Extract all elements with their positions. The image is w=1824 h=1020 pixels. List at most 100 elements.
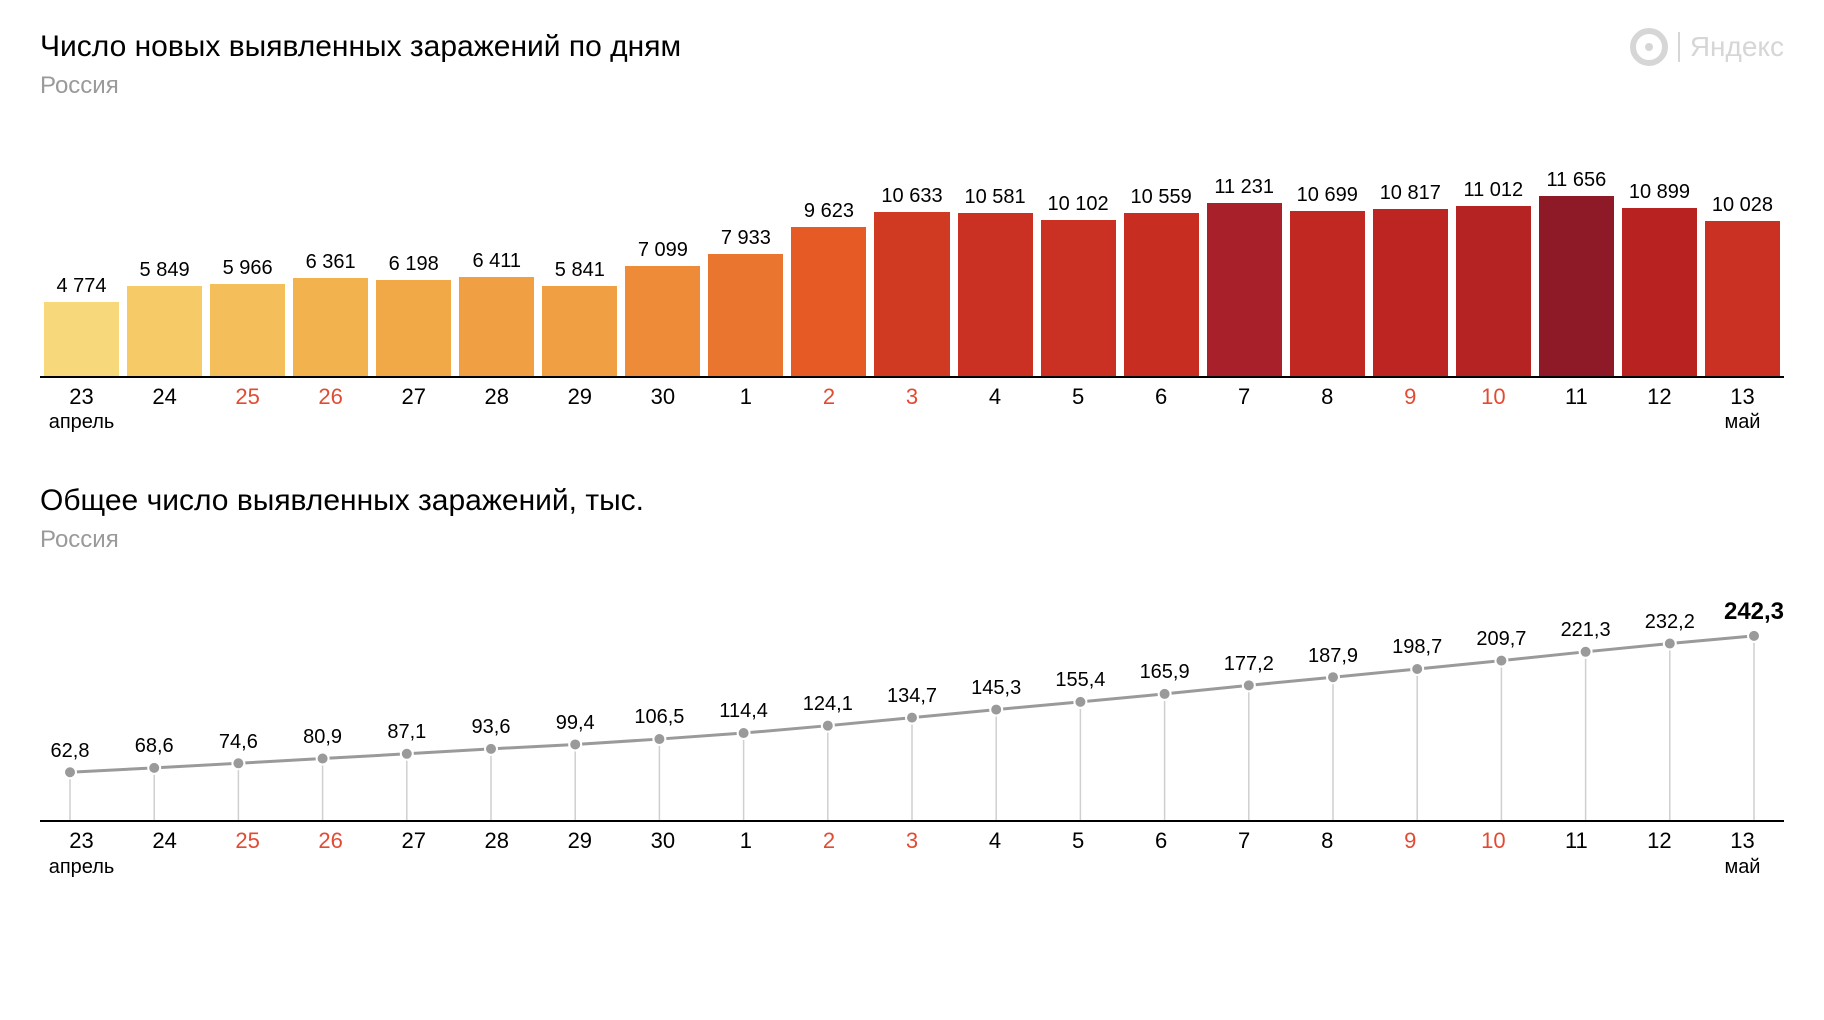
bar-column: 10 102 — [1041, 118, 1116, 376]
bar-chart-title: Число новых выявленных заражений по дням — [40, 30, 1784, 64]
bar-value-label: 11 656 — [1547, 169, 1607, 192]
x-tick: 1 — [708, 828, 783, 878]
line-value-label: 177,2 — [1224, 653, 1274, 676]
x-tick: 26 — [293, 828, 368, 878]
x-tick: 24 — [127, 828, 202, 878]
x-tick: 10 — [1456, 828, 1531, 878]
x-tick: 12 — [1622, 384, 1697, 434]
x-tick: 24 — [127, 384, 202, 434]
bar-rect — [1456, 206, 1531, 376]
bar-value-label: 5 966 — [223, 257, 273, 280]
line-value-label: 80,9 — [303, 726, 342, 749]
x-tick: 9 — [1373, 828, 1448, 878]
bar-value-label: 4 774 — [56, 275, 106, 298]
x-tick: 12 — [1622, 828, 1697, 878]
bar-value-label: 6 411 — [472, 250, 521, 273]
bar-column: 10 633 — [874, 118, 949, 376]
line-chart-area: 62,868,674,680,987,193,699,4106,5114,412… — [40, 572, 1784, 822]
line-chart-section: Общее число выявленных заражений, тыс. Р… — [40, 484, 1784, 878]
x-tick: 13май — [1705, 828, 1780, 878]
bar-rect — [1622, 208, 1697, 376]
line-value-label: 155,4 — [1055, 669, 1105, 692]
x-tick: 1 — [708, 384, 783, 434]
line-chart-subtitle: Россия — [40, 526, 1784, 554]
bar-column: 6 361 — [293, 118, 368, 376]
bar-chart-x-axis: 23апрель2425262728293012345678910111213м… — [40, 384, 1784, 434]
bar-value-label: 10 817 — [1380, 182, 1441, 205]
bar-column: 10 581 — [958, 118, 1033, 376]
x-tick: 27 — [376, 384, 451, 434]
x-tick: 6 — [1124, 828, 1199, 878]
bar-value-label: 5 841 — [555, 259, 605, 282]
bar-rect — [1373, 209, 1448, 376]
x-tick: 6 — [1124, 384, 1199, 434]
bar-column: 10 899 — [1622, 118, 1697, 376]
line-value-label: 242,3 — [1724, 598, 1784, 626]
bar-rect — [1290, 211, 1365, 376]
bar-column: 10 699 — [1290, 118, 1365, 376]
bar-value-label: 7 933 — [721, 227, 771, 250]
bar-value-label: 11 012 — [1463, 179, 1523, 202]
line-value-label: 124,1 — [803, 693, 853, 716]
bar-chart-section: Число новых выявленных заражений по дням… — [40, 30, 1784, 434]
line-value-label: 165,9 — [1140, 661, 1190, 684]
line-value-label: 99,4 — [556, 712, 595, 735]
line-value-label: 114,4 — [719, 700, 768, 723]
x-tick: 3 — [874, 384, 949, 434]
line-value-label: 74,6 — [219, 731, 258, 754]
x-tick: 2 — [791, 828, 866, 878]
line-value-label: 187,9 — [1308, 645, 1358, 668]
bar-value-label: 10 699 — [1297, 184, 1358, 207]
x-tick: 3 — [874, 828, 949, 878]
bar-rect — [1705, 221, 1780, 376]
bar-value-label: 11 231 — [1214, 176, 1274, 199]
x-tick: 26 — [293, 384, 368, 434]
bar-rect — [1539, 196, 1614, 376]
bar-rect — [293, 278, 368, 376]
bar-column: 10 028 — [1705, 118, 1780, 376]
line-value-label: 209,7 — [1476, 628, 1526, 651]
bar-rect — [127, 286, 202, 376]
bar-rect — [542, 286, 617, 376]
bar-column: 5 841 — [542, 118, 617, 376]
bar-chart-subtitle: Россия — [40, 72, 1784, 100]
bar-rect — [376, 280, 451, 376]
x-tick: 29 — [542, 384, 617, 434]
bar-value-label: 6 361 — [306, 251, 356, 274]
yandex-logo: Яндекс — [1630, 28, 1784, 66]
line-chart-title: Общее число выявленных заражений, тыс. — [40, 484, 1784, 518]
bar-column: 10 559 — [1124, 118, 1199, 376]
x-tick: 25 — [210, 384, 285, 434]
x-tick: 9 — [1373, 384, 1448, 434]
bar-column: 11 656 — [1539, 118, 1614, 376]
month-label: апрель — [44, 410, 119, 434]
bar-column: 7 099 — [625, 118, 700, 376]
line-value-label: 93,6 — [472, 716, 511, 739]
bar-value-label: 10 899 — [1629, 181, 1690, 204]
yandex-logo-text: Яндекс — [1690, 31, 1784, 63]
line-value-label: 106,5 — [634, 706, 684, 729]
bar-rect — [791, 227, 866, 376]
bar-column: 4 774 — [44, 118, 119, 376]
line-value-label: 145,3 — [971, 677, 1021, 700]
bar-rect — [1207, 203, 1282, 376]
x-tick: 27 — [376, 828, 451, 878]
bar-rect — [1124, 213, 1199, 376]
line-value-label: 62,8 — [51, 740, 90, 763]
line-chart-x-axis: 23апрель2425262728293012345678910111213м… — [40, 828, 1784, 878]
bar-rect — [958, 213, 1033, 376]
bar-column: 5 966 — [210, 118, 285, 376]
x-tick: 29 — [542, 828, 617, 878]
x-tick: 4 — [958, 384, 1033, 434]
bar-value-label: 10 559 — [1131, 186, 1192, 209]
month-label: апрель — [44, 855, 119, 879]
month-label: май — [1705, 410, 1780, 434]
x-tick: 30 — [625, 828, 700, 878]
bar-rect — [708, 254, 783, 377]
x-tick: 30 — [625, 384, 700, 434]
bar-column: 9 623 — [791, 118, 866, 376]
bar-rect — [459, 277, 534, 376]
x-tick: 5 — [1041, 828, 1116, 878]
bar-column: 6 198 — [376, 118, 451, 376]
bar-value-label: 10 028 — [1712, 194, 1773, 217]
